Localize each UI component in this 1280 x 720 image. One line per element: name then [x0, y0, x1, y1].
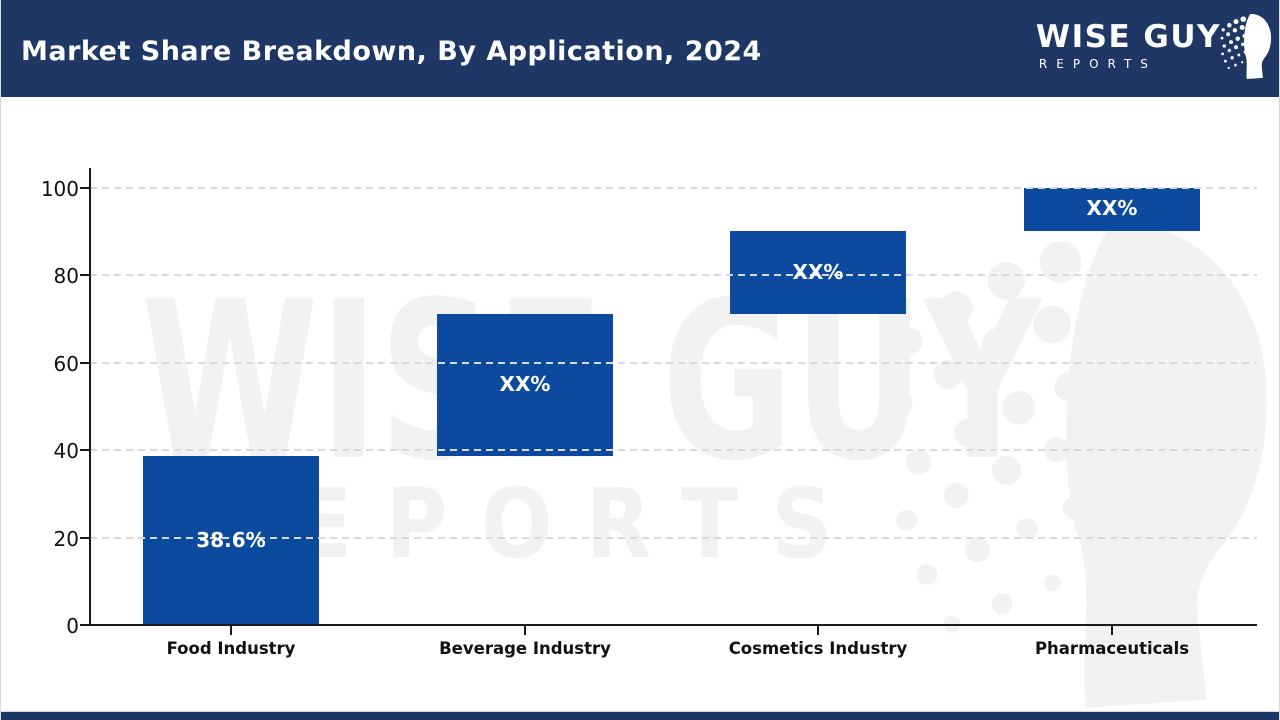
y-tick-label-60: 60	[53, 351, 79, 376]
brand-logo-face-icon	[1220, 13, 1272, 80]
y-tick-100	[80, 186, 90, 189]
page-title: Market Share Breakdown, By Application, …	[21, 36, 762, 67]
y-gridline-100	[90, 186, 1257, 189]
y-tick-label-80: 80	[53, 264, 79, 288]
y-tick-label-100: 100	[40, 176, 79, 201]
bar-food-industry	[143, 456, 319, 625]
bar-value-label-beverage-industry: XX%	[499, 372, 551, 397]
brand-logo-text: WISE GUY REPORTS	[1035, 18, 1221, 71]
y-tick-20	[80, 536, 90, 539]
footer-bar	[1, 711, 1279, 720]
header-bar: Market Share Breakdown, By Application, …	[1, 0, 1279, 97]
y-tick-60	[80, 361, 90, 364]
y-tick-80	[80, 274, 90, 276]
y-tick-0	[80, 624, 90, 626]
x-tick-beverage-industry	[524, 626, 526, 635]
x-axis-label-cosmetics-industry: Cosmetics Industry	[728, 639, 908, 658]
brand-logo: WISE GUY REPORTS	[1036, 12, 1273, 80]
y-tick-label-40: 40	[53, 439, 79, 463]
watermark-face-icon	[891, 223, 1267, 708]
y-tick-label-0: 0	[66, 614, 79, 638]
y-axis-line	[89, 168, 91, 626]
bar-pharmaceuticals	[1024, 187, 1200, 232]
bar-value-label-pharmaceuticals: XX%	[1086, 196, 1138, 221]
x-tick-food-industry	[230, 626, 232, 635]
x-axis-label-food-industry: Food Industry	[166, 639, 296, 658]
x-tick-pharmaceuticals	[1111, 626, 1113, 635]
x-tick-cosmetics-industry	[817, 626, 819, 635]
y-tick-label-20: 20	[53, 526, 79, 551]
bar-value-label-cosmetics-industry: XX%	[792, 259, 844, 284]
bar-value-label-food-industry: 38.6%	[196, 527, 266, 552]
x-axis-label-beverage-industry: Beverage Industry	[439, 639, 611, 658]
x-axis-label-pharmaceuticals: Pharmaceuticals	[1034, 639, 1190, 658]
brand-logo-line2: REPORTS	[1038, 56, 1157, 71]
brand-logo-line1: WISE GUY	[1035, 18, 1221, 55]
x-axis-line	[89, 624, 1257, 626]
y-gridline-80	[90, 274, 1257, 276]
y-tick-40	[80, 449, 90, 451]
bar-beverage-industry	[437, 314, 613, 457]
bar-cosmetics-industry	[730, 231, 906, 315]
y-gridline-20	[90, 536, 1257, 539]
y-gridline-40	[90, 449, 1257, 451]
y-gridline-60	[90, 361, 1257, 364]
